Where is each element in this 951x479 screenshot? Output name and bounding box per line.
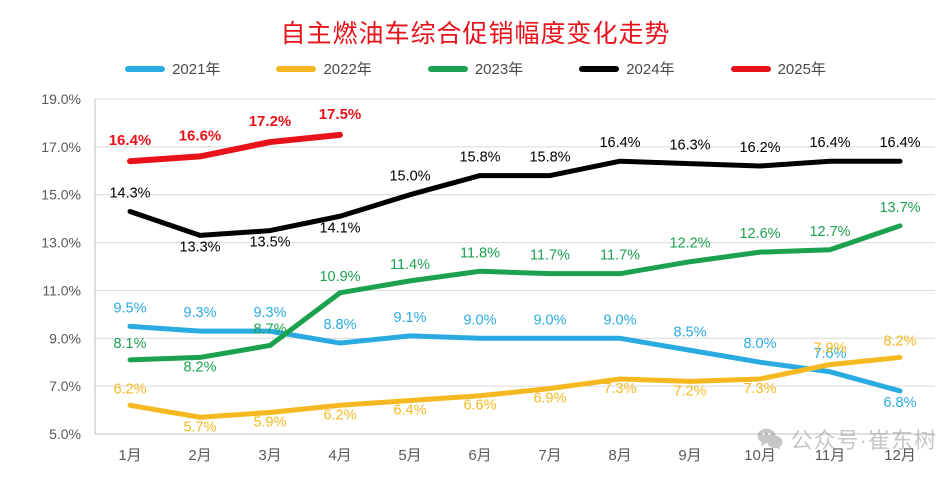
x-axis-tick-label: 11月	[815, 447, 846, 464]
data-point-label: 14.3%	[109, 185, 150, 201]
data-point-label: 14.1%	[319, 220, 360, 236]
x-axis-tick-label: 4月	[328, 447, 351, 464]
x-axis-tick-label: 6月	[468, 447, 491, 464]
data-point-label: 6.2%	[113, 381, 146, 397]
data-point-label: 5.9%	[253, 414, 286, 430]
data-point-label: 9.0%	[603, 312, 636, 328]
y-axis-tick-label: 11.0%	[42, 282, 81, 298]
x-axis-tick-label: 5月	[398, 447, 421, 464]
data-point-label: 15.8%	[529, 150, 570, 166]
y-axis-tick-label: 19.0%	[41, 91, 81, 107]
data-point-label: 7.3%	[743, 381, 776, 397]
x-axis-tick-label: 7月	[538, 447, 561, 464]
data-point-label: 8.1%	[113, 336, 146, 352]
data-point-label: 8.0%	[743, 336, 776, 352]
data-point-label: 9.3%	[253, 305, 286, 321]
series-line-2021年	[127, 323, 903, 394]
data-point-label: 8.5%	[673, 324, 706, 340]
data-point-label: 8.8%	[323, 317, 356, 333]
legend-label: 2021年	[172, 61, 221, 78]
x-axis-tick-label: 12月	[884, 447, 916, 464]
series-line-2023年	[127, 223, 903, 363]
x-axis-tick-label: 10月	[744, 447, 776, 464]
legend-item-2022年[interactable]: 2022年	[276, 58, 372, 79]
legend-label: 2022年	[323, 61, 372, 78]
data-point-label: 13.3%	[179, 239, 220, 255]
chart-title: 自主燃油车综合促销幅度变化走势	[280, 20, 671, 48]
y-axis-tick-label: 9.0%	[49, 330, 81, 346]
y-axis-tick-label: 13.0%	[41, 235, 81, 251]
x-axis-tick-label: 3月	[258, 447, 281, 464]
data-point-label: 8.7%	[253, 321, 286, 337]
chart-legend: 2021年 2022年 2023年 2024年 2025年	[0, 58, 951, 79]
data-point-label: 7.6%	[813, 346, 846, 362]
data-point-label: 6.8%	[883, 395, 916, 411]
data-point-label: 12.7%	[809, 224, 850, 240]
legend-label: 2023年	[474, 61, 524, 78]
data-point-label: 16.4%	[599, 135, 640, 151]
series-line-2024年	[127, 158, 903, 238]
data-point-label: 16.4%	[809, 135, 850, 151]
data-point-label: 15.0%	[389, 169, 430, 185]
data-point-label: 6.9%	[533, 391, 566, 407]
y-axis-tick-label: 15.0%	[41, 187, 81, 203]
data-point-label: 7.2%	[673, 383, 706, 399]
legend-swatch-icon	[730, 65, 771, 72]
data-point-label: 16.4%	[879, 135, 920, 151]
data-point-label: 16.4%	[109, 132, 152, 149]
data-point-label: 16.3%	[669, 138, 710, 154]
data-point-label: 9.1%	[393, 310, 426, 326]
data-point-label: 13.5%	[249, 235, 290, 251]
legend-swatch-icon	[427, 65, 468, 72]
data-point-label: 9.0%	[533, 312, 566, 328]
data-point-label: 8.2%	[883, 333, 916, 349]
data-point-label: 10.9%	[319, 269, 360, 285]
data-point-label: 12.2%	[669, 236, 710, 252]
y-axis-tick-label: 5.0%	[49, 426, 81, 442]
data-point-label: 17.2%	[249, 113, 292, 130]
legend-swatch-icon	[125, 65, 166, 72]
data-point-label: 11.7%	[530, 248, 570, 264]
series-line-2025年	[127, 131, 343, 165]
legend-swatch-icon	[276, 65, 317, 72]
data-point-label: 7.3%	[603, 381, 636, 397]
data-point-label: 9.0%	[463, 312, 496, 328]
data-point-label: 7.9%	[813, 341, 846, 357]
y-axis-tick-label: 7.0%	[49, 378, 81, 394]
data-point-label: 17.5%	[319, 106, 362, 123]
legend-item-2025年[interactable]: 2025年	[730, 58, 826, 79]
data-point-label: 11.4%	[390, 257, 430, 273]
data-point-label: 9.3%	[183, 305, 216, 321]
data-point-label: 9.5%	[113, 300, 146, 316]
legend-swatch-icon	[579, 65, 620, 72]
legend-label: 2025年	[777, 61, 826, 78]
series-line-2022年	[127, 354, 903, 420]
x-axis-tick-label: 2月	[188, 447, 211, 464]
legend-item-2021年[interactable]: 2021年	[125, 58, 220, 79]
data-point-label: 16.2%	[739, 140, 780, 156]
data-point-label: 13.7%	[879, 200, 920, 216]
data-point-label: 8.2%	[183, 359, 216, 375]
legend-label: 2024年	[626, 61, 675, 78]
data-point-label: 16.6%	[179, 127, 222, 144]
data-point-label: 6.4%	[393, 403, 426, 419]
data-point-label: 11.7%	[600, 248, 640, 264]
x-axis-tick-label: 9月	[678, 447, 701, 464]
y-axis-tick-label: 17.0%	[41, 139, 81, 155]
legend-item-2023年[interactable]: 2023年	[427, 58, 524, 79]
legend-item-2024年[interactable]: 2024年	[579, 58, 675, 79]
data-point-label: 11.8%	[460, 245, 500, 261]
data-point-label: 12.6%	[739, 226, 780, 242]
x-axis-tick-label: 8月	[608, 447, 631, 464]
data-point-label: 5.7%	[183, 419, 216, 435]
data-point-label: 6.2%	[323, 407, 356, 423]
x-axis-tick-label: 1月	[118, 447, 141, 464]
data-point-label: 15.8%	[459, 150, 500, 166]
data-point-label: 6.6%	[463, 398, 496, 414]
